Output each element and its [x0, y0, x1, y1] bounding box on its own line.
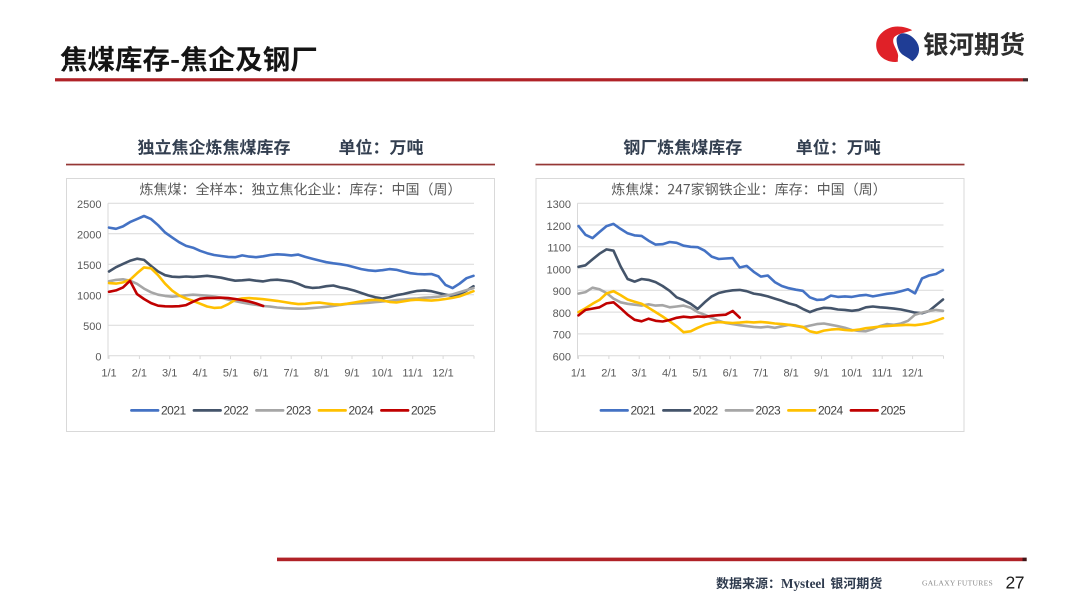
svg-text:3/1: 3/1 [162, 368, 177, 380]
svg-text:9/1: 9/1 [344, 368, 359, 380]
svg-text:2021: 2021 [631, 404, 657, 418]
svg-text:10/1: 10/1 [372, 368, 393, 380]
svg-text:2000: 2000 [77, 230, 101, 242]
svg-text:2/1: 2/1 [601, 368, 616, 380]
svg-text:5/1: 5/1 [223, 368, 238, 380]
svg-text:1300: 1300 [547, 199, 571, 211]
svg-text:2024: 2024 [349, 404, 375, 418]
svg-text:0: 0 [95, 352, 101, 364]
svg-text:Mysteel: Mysteel [781, 576, 825, 591]
svg-text:1200: 1200 [547, 221, 571, 233]
svg-text:8/1: 8/1 [314, 368, 329, 380]
svg-text:12/1: 12/1 [432, 368, 453, 380]
svg-text:2022: 2022 [224, 404, 250, 418]
svg-text:1/1: 1/1 [101, 368, 116, 380]
svg-text:6/1: 6/1 [723, 368, 738, 380]
svg-text:2025: 2025 [411, 404, 437, 418]
svg-text:27: 27 [1006, 573, 1024, 593]
svg-text:1100: 1100 [547, 243, 571, 255]
svg-text:2/1: 2/1 [132, 368, 147, 380]
svg-text:2025: 2025 [881, 404, 907, 418]
svg-text:1500: 1500 [77, 260, 101, 272]
svg-text:900: 900 [553, 286, 571, 298]
svg-text:11/1: 11/1 [872, 368, 893, 380]
svg-text:12/1: 12/1 [902, 368, 923, 380]
svg-text:3/1: 3/1 [632, 368, 647, 380]
svg-text:1/1: 1/1 [571, 368, 586, 380]
svg-text:7/1: 7/1 [753, 368, 768, 380]
svg-text:2500: 2500 [77, 199, 101, 211]
svg-text:800: 800 [553, 308, 571, 320]
svg-text:11/1: 11/1 [402, 368, 423, 380]
svg-text:8/1: 8/1 [783, 368, 798, 380]
svg-text:4/1: 4/1 [192, 368, 207, 380]
svg-text:10/1: 10/1 [841, 368, 862, 380]
svg-text:GALAXY FUTURES: GALAXY FUTURES [922, 579, 993, 588]
svg-text:5/1: 5/1 [692, 368, 707, 380]
svg-text:7/1: 7/1 [284, 368, 299, 380]
svg-text:600: 600 [553, 352, 571, 364]
svg-text:1000: 1000 [77, 291, 101, 303]
svg-text:9/1: 9/1 [814, 368, 829, 380]
svg-text:2024: 2024 [818, 404, 844, 418]
svg-text:500: 500 [83, 321, 101, 333]
svg-text:2021: 2021 [161, 404, 187, 418]
svg-text:700: 700 [553, 330, 571, 342]
svg-text:4/1: 4/1 [662, 368, 677, 380]
svg-text:2023: 2023 [286, 404, 312, 418]
svg-text:6/1: 6/1 [253, 368, 268, 380]
svg-text:1000: 1000 [547, 264, 571, 276]
svg-text:2022: 2022 [693, 404, 719, 418]
svg-text:2023: 2023 [756, 404, 782, 418]
